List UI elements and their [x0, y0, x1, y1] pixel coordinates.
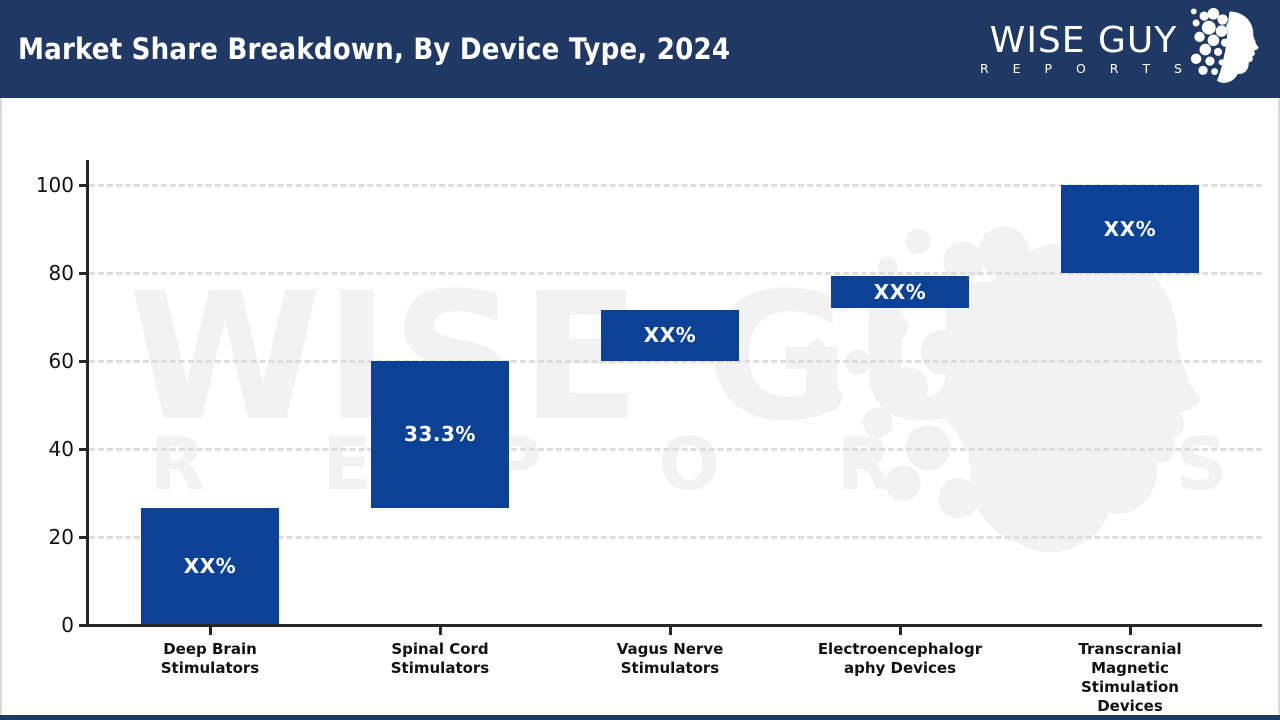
bar-segment: 33.3%	[371, 361, 509, 508]
header: Market Share Breakdown, By Device Type, …	[0, 0, 1280, 98]
wiseguy-face-icon	[1188, 5, 1266, 93]
gridline	[89, 448, 1262, 451]
y-tick-label: 40	[48, 437, 74, 461]
x-tick-mark	[1129, 627, 1132, 635]
y-axis-line	[86, 160, 89, 627]
x-tick-mark	[669, 627, 672, 635]
bar-value-label: XX%	[643, 323, 697, 348]
bar-value-label: XX%	[183, 554, 237, 579]
x-tick-mark	[899, 627, 902, 635]
bar-segment: XX%	[141, 507, 279, 625]
gridline	[89, 184, 1262, 187]
bar-value-label: XX%	[873, 279, 927, 304]
y-tick-label: 60	[48, 349, 74, 373]
x-category-label: Transcranial Magnetic Stimulation Device…	[1078, 640, 1182, 715]
x-axis-line	[88, 624, 1262, 627]
bar-segment: XX%	[601, 309, 739, 361]
logo-reports-text: R E P O R T S	[979, 60, 1192, 76]
x-category-label: Spinal Cord Stimulators	[390, 640, 490, 677]
bar-segment: XX%	[1061, 185, 1199, 273]
bar-segment: XX%	[831, 275, 969, 309]
gridline	[89, 536, 1262, 539]
y-tick-mark	[79, 536, 87, 539]
y-tick-label: 80	[48, 261, 74, 285]
y-tick-mark	[79, 448, 87, 451]
logo-text: WISE GUY R E P O R T S	[975, 19, 1192, 76]
x-category-label: Vagus Nerve Stimulators	[616, 640, 724, 677]
y-tick-mark	[79, 624, 87, 627]
gridline	[89, 360, 1262, 363]
bottom-accent-bar	[0, 715, 1280, 720]
bar-value-label: 33.3%	[404, 422, 476, 447]
x-category-label: Deep Brain Stimulators	[160, 640, 260, 677]
gridline	[89, 272, 1262, 275]
x-category-label: Electroencephalogr aphy Devices	[817, 640, 983, 677]
x-tick-mark	[439, 627, 442, 635]
y-tick-label: 20	[48, 525, 74, 549]
y-tick-mark	[79, 184, 87, 187]
bar-value-label: XX%	[1103, 217, 1157, 241]
y-tick-label: 0	[61, 613, 74, 637]
y-tick-mark	[79, 272, 87, 275]
y-tick-label: 100	[35, 173, 74, 197]
y-tick-mark	[79, 360, 87, 363]
x-tick-mark	[209, 627, 212, 635]
wiseguy-logo: WISE GUY R E P O R T S	[975, 5, 1266, 93]
chart-title: Market Share Breakdown, By Device Type, …	[18, 32, 731, 66]
plot-area: WISE GUY R E P O R T S 0 20 40 60 80 100 XX% De…	[0, 98, 1280, 720]
logo-wiseguy-text: WISE GUY	[989, 19, 1178, 61]
